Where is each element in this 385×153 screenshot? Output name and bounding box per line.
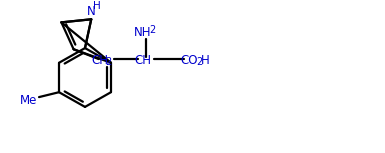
Text: NH: NH	[134, 26, 151, 39]
Text: 2: 2	[196, 57, 203, 67]
Text: CH: CH	[134, 54, 151, 67]
Text: CH: CH	[91, 54, 108, 67]
Text: H: H	[201, 54, 210, 67]
Text: 2: 2	[105, 57, 112, 67]
Text: 2: 2	[149, 25, 156, 35]
Text: Me: Me	[20, 93, 38, 106]
Text: N: N	[87, 5, 95, 18]
Text: CO: CO	[181, 54, 198, 67]
Text: H: H	[93, 1, 101, 11]
